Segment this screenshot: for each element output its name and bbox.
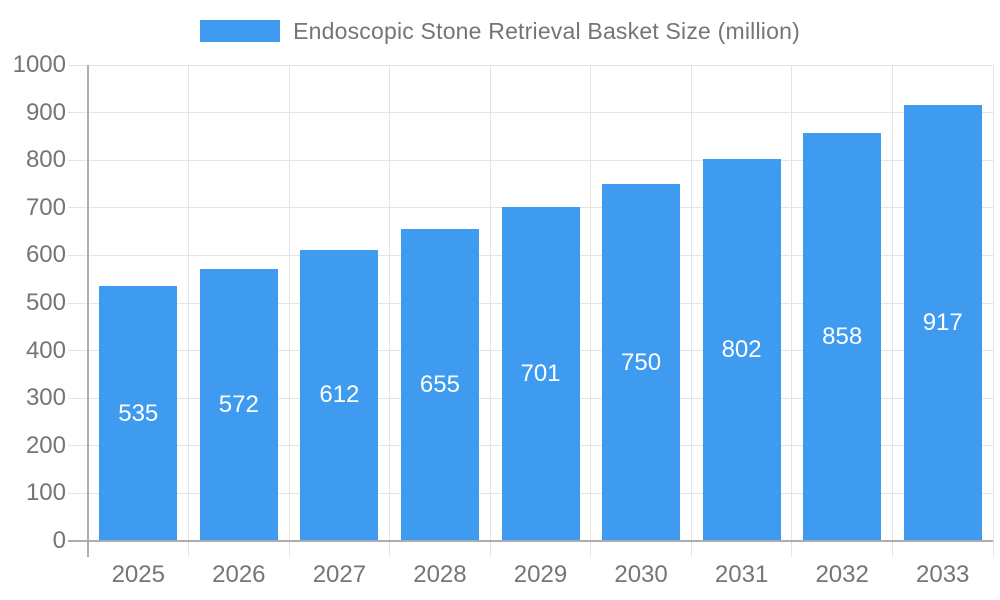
gridline-vertical	[992, 65, 994, 557]
y-tick-label: 0	[52, 527, 66, 554]
bar-value-label: 802	[721, 336, 762, 364]
y-tick-label: 900	[25, 98, 66, 126]
gridline-vertical	[590, 65, 592, 557]
bar: 802	[702, 159, 781, 541]
y-tick-label: 600	[25, 241, 66, 269]
bar-value-label: 917	[922, 308, 963, 336]
bar: 750	[602, 184, 681, 541]
legend-label: Endoscopic Stone Retrieval Basket Size (…	[293, 17, 800, 44]
x-tick-label: 2028	[413, 561, 467, 588]
y-tick-label: 300	[25, 384, 66, 412]
bar: 858	[803, 132, 882, 541]
x-tick-label: 2029	[513, 561, 568, 588]
bar: 572	[199, 268, 278, 541]
x-tick-label: 2025	[111, 561, 165, 588]
gridline-horizontal	[68, 112, 993, 114]
bar-value-label: 572	[218, 390, 259, 418]
x-tick-label: 2027	[312, 561, 367, 588]
gridline-vertical	[188, 65, 190, 557]
bar: 917	[903, 104, 982, 541]
x-tick-label: 2030	[614, 561, 668, 588]
gridline-horizontal	[68, 159, 993, 161]
x-tick-label: 2026	[212, 561, 266, 588]
y-tick-label: 700	[25, 193, 66, 221]
bar: 535	[99, 286, 178, 541]
bar-value-label: 612	[319, 381, 360, 409]
y-tick-label: 1000	[12, 51, 66, 78]
x-tick-label: 2033	[916, 561, 970, 588]
legend[interactable]: Endoscopic Stone Retrieval Basket Size (…	[0, 12, 1000, 50]
gridline-vertical	[891, 65, 893, 557]
y-axis-line	[87, 65, 89, 557]
x-tick-label: 2031	[714, 561, 769, 588]
y-tick-label: 200	[25, 431, 66, 459]
bar-value-label: 655	[419, 371, 460, 399]
gridline-vertical	[288, 65, 290, 557]
gridline-horizontal	[68, 64, 993, 66]
x-axis-line	[68, 540, 993, 542]
y-tick-label: 100	[25, 479, 66, 507]
bar-value-label: 750	[621, 348, 662, 376]
bar: 655	[400, 229, 479, 541]
y-tick-label: 800	[25, 146, 66, 174]
gridline-vertical	[489, 65, 491, 557]
x-tick-label: 2032	[815, 561, 869, 588]
bar-value-label: 701	[520, 360, 561, 388]
y-tick-label: 500	[25, 289, 66, 316]
bar-value-label: 535	[118, 399, 159, 427]
plot-area: 535 572 612 655 701 750 802 858 917	[68, 64, 994, 557]
gridline-vertical	[690, 65, 692, 557]
bar: 701	[501, 207, 580, 541]
bar-value-label: 858	[822, 322, 863, 350]
bar: 612	[300, 249, 379, 541]
y-tick-label: 400	[25, 336, 66, 364]
legend-swatch	[200, 20, 281, 42]
gridline-vertical	[389, 65, 391, 557]
gridline-vertical	[791, 65, 793, 557]
